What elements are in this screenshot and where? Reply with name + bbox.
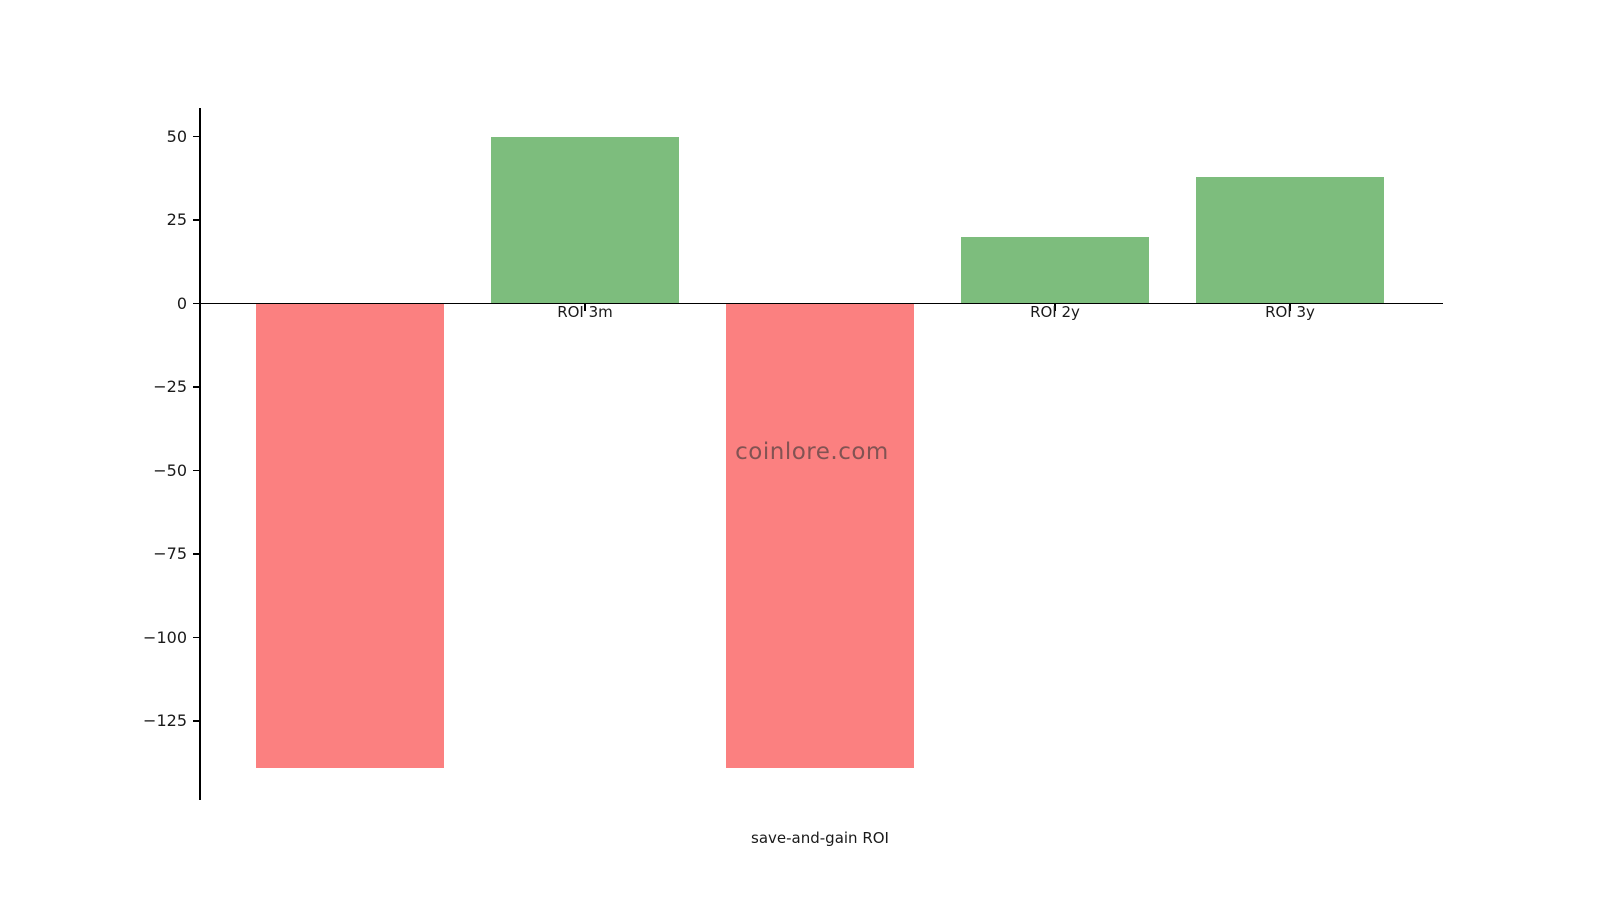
x-tick (1289, 303, 1291, 311)
x-tick-label-roi-2y: ROI 2y (1030, 302, 1080, 321)
x-tick-label-roi-3m: ROI 3m (557, 302, 613, 321)
y-tick (193, 720, 200, 722)
x-axis-title: save-and-gain ROI (751, 829, 889, 847)
y-tick (193, 219, 200, 221)
y-tick-label: 25 (166, 210, 187, 229)
x-tick-label-roi-3y: ROI 3y (1265, 302, 1315, 321)
bar-roi-2y (961, 236, 1149, 304)
bar-roi-3y (1196, 176, 1384, 304)
y-tick (193, 553, 200, 555)
x-axis-zero-line (200, 302, 1443, 305)
watermark: coinlore.com (735, 439, 889, 465)
y-tick (193, 135, 200, 138)
y-tick-label: −75 (153, 544, 187, 563)
bar-roi-3m (491, 136, 679, 304)
y-tick-label: −100 (143, 627, 187, 647)
y-tick (193, 636, 200, 639)
y-tick-label: −25 (153, 377, 187, 396)
y-axis-spine (199, 108, 201, 800)
y-tick-label: −50 (153, 460, 187, 480)
bar-1-label-hidden (256, 303, 444, 768)
y-tick (193, 469, 200, 472)
y-tick-label: 0 (176, 293, 187, 313)
y-tick (193, 302, 200, 305)
y-tick (193, 386, 200, 388)
y-tick-label: 50 (166, 126, 187, 146)
bar-3-label-hidden (726, 303, 914, 768)
x-tick (584, 303, 586, 311)
y-tick-label: −125 (143, 711, 187, 730)
x-tick (1054, 303, 1056, 311)
